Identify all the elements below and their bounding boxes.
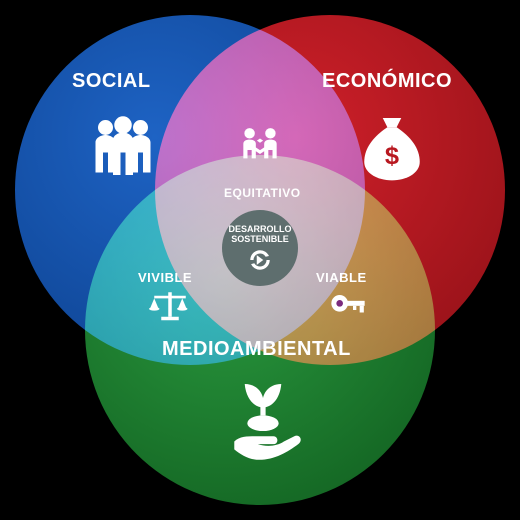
people-icon (78, 105, 168, 195)
label-medioambiental: MEDIOAMBIENTAL (162, 338, 351, 361)
center-badge: DESARROLLO SOSTENIBLE (222, 210, 298, 286)
center-line1: DESARROLLO (229, 224, 292, 234)
money-bag-icon: $ (352, 108, 432, 188)
center-line2: SOSTENIBLE (231, 234, 289, 244)
label-viable: VIABLE (316, 270, 367, 285)
key-icon (326, 288, 370, 332)
label-economico: ECONÓMICO (322, 70, 452, 93)
svg-text:$: $ (385, 142, 399, 170)
venn-diagram: SOCIAL ECONÓMICO MEDIOAMBIENTAL $ EQUITA… (0, 0, 520, 520)
label-social: SOCIAL (72, 70, 151, 93)
plant-hand-icon (218, 368, 308, 468)
handshake-icon (234, 120, 286, 180)
label-equitativo: EQUITATIVO (224, 186, 301, 200)
label-vivible: VIVIBLE (138, 270, 192, 285)
cycle-icon (247, 247, 273, 273)
scale-icon (148, 288, 192, 328)
